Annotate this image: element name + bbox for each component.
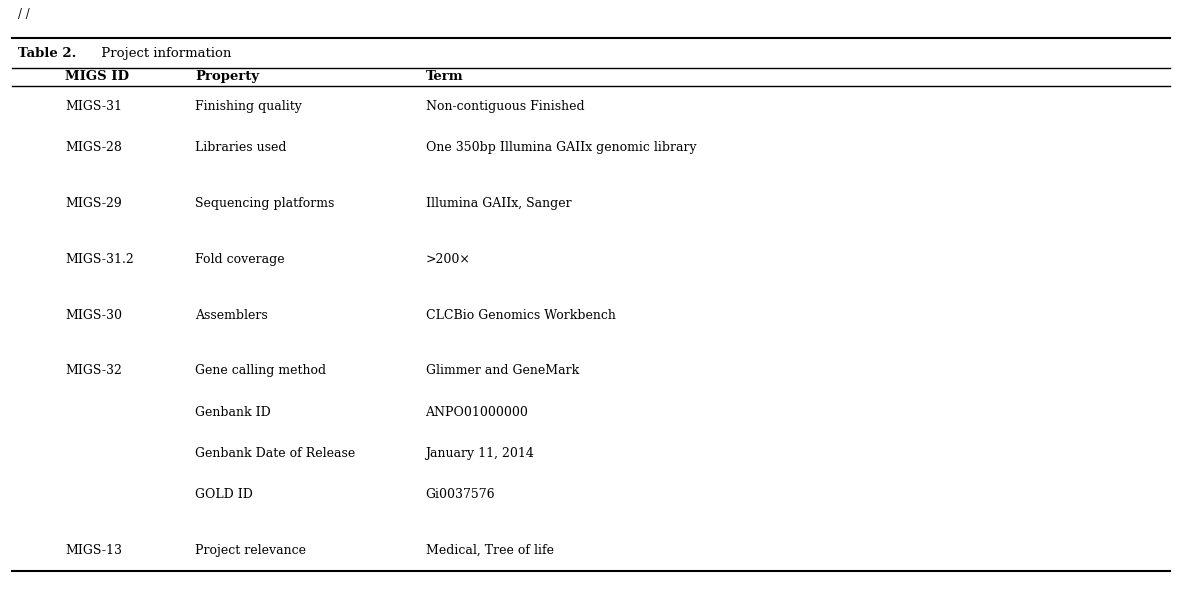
Text: >200×: >200×: [426, 253, 470, 266]
Text: MIGS ID: MIGS ID: [65, 70, 129, 83]
Text: Genbank ID: Genbank ID: [195, 406, 271, 419]
Text: MIGS-31.2: MIGS-31.2: [65, 253, 134, 266]
Text: ANPO01000000: ANPO01000000: [426, 406, 528, 419]
Text: MIGS-32: MIGS-32: [65, 364, 122, 377]
Text: Term: Term: [426, 70, 463, 83]
Text: Project relevance: Project relevance: [195, 544, 306, 557]
Text: Glimmer and GeneMark: Glimmer and GeneMark: [426, 364, 579, 377]
Text: Property: Property: [195, 70, 259, 83]
Text: Non-contiguous Finished: Non-contiguous Finished: [426, 100, 584, 113]
Text: Medical, Tree of life: Medical, Tree of life: [426, 544, 553, 557]
Text: Illumina GAIIx, Sanger: Illumina GAIIx, Sanger: [426, 197, 571, 210]
Text: Gi0037576: Gi0037576: [426, 488, 495, 501]
Text: MIGS-31: MIGS-31: [65, 100, 122, 113]
Text: Project information: Project information: [97, 47, 232, 60]
Text: Sequencing platforms: Sequencing platforms: [195, 197, 335, 210]
Text: MIGS-28: MIGS-28: [65, 141, 122, 155]
Text: Table 2.: Table 2.: [18, 47, 76, 60]
Text: MIGS-30: MIGS-30: [65, 308, 122, 321]
Text: One 350bp Illumina GAIIx genomic library: One 350bp Illumina GAIIx genomic library: [426, 141, 696, 155]
Text: Assemblers: Assemblers: [195, 308, 268, 321]
Text: Fold coverage: Fold coverage: [195, 253, 285, 266]
Text: Libraries used: Libraries used: [195, 141, 286, 155]
Text: MIGS-13: MIGS-13: [65, 544, 122, 557]
Text: GOLD ID: GOLD ID: [195, 488, 253, 501]
Text: CLCBio Genomics Workbench: CLCBio Genomics Workbench: [426, 308, 616, 321]
Text: / /: / /: [18, 8, 30, 21]
Text: Genbank Date of Release: Genbank Date of Release: [195, 447, 356, 460]
Text: Gene calling method: Gene calling method: [195, 364, 326, 377]
Text: Finishing quality: Finishing quality: [195, 100, 301, 113]
Text: MIGS-29: MIGS-29: [65, 197, 122, 210]
Text: January 11, 2014: January 11, 2014: [426, 447, 534, 460]
